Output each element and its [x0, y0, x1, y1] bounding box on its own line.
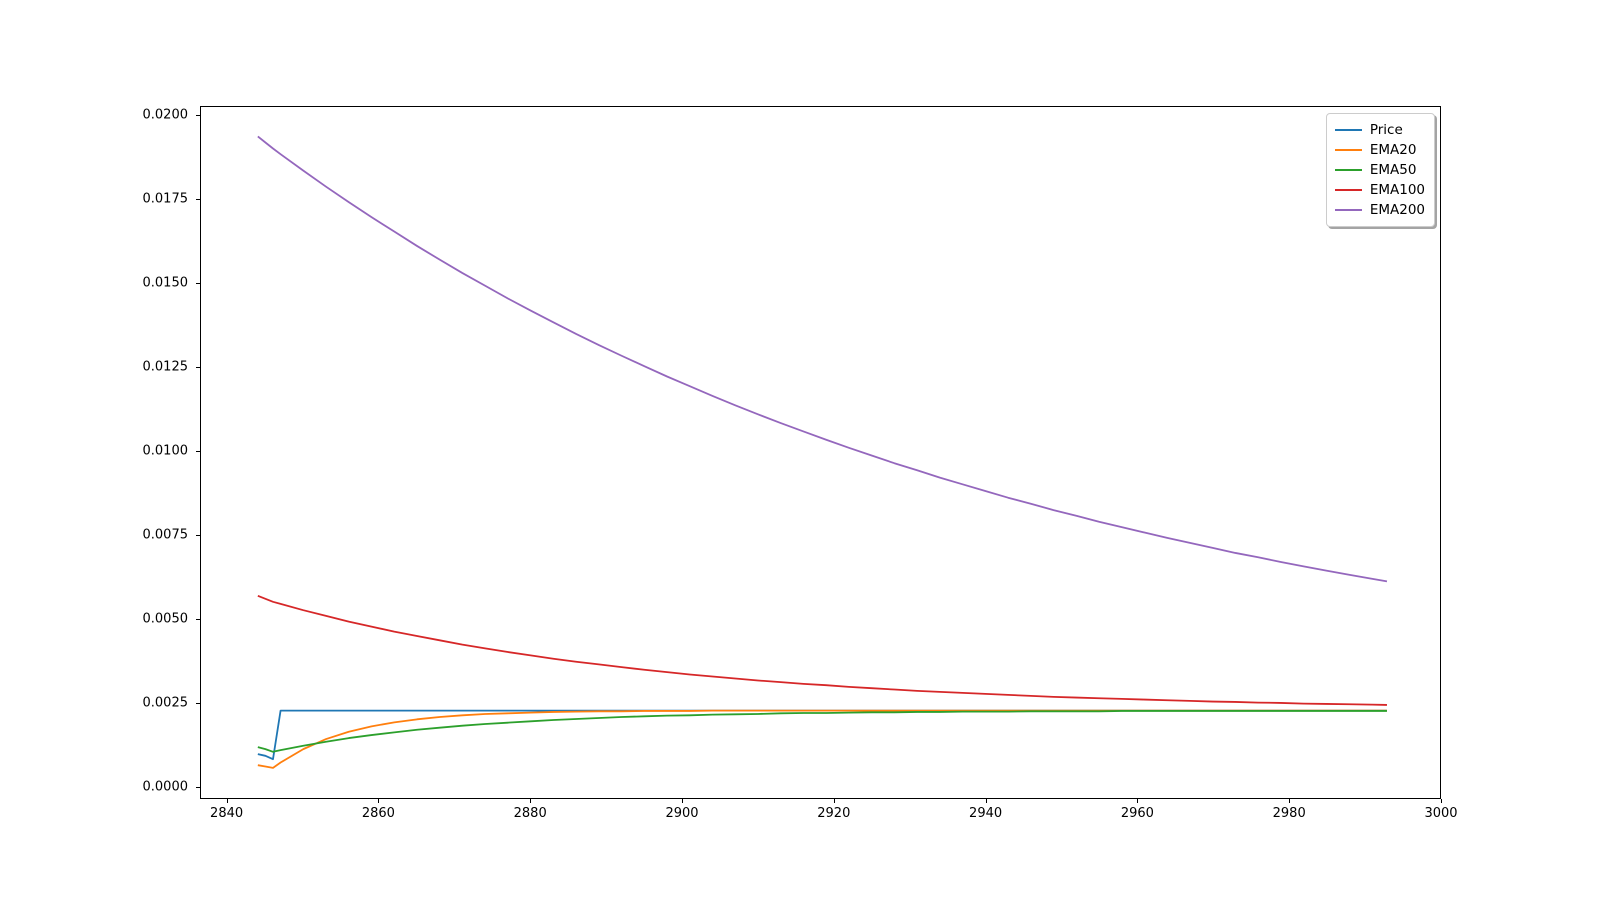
- x-tick-mark: [1289, 799, 1291, 803]
- legend-swatch-ema50: [1334, 169, 1362, 171]
- y-tick-mark: [196, 703, 200, 704]
- series-line-ema20: [257, 709, 1387, 769]
- legend-item-ema20: EMA20: [1334, 140, 1425, 160]
- y-tick-label: 0.0050: [142, 611, 189, 627]
- legend-label-price: Price: [1369, 121, 1403, 138]
- y-tick-mark: [196, 199, 200, 201]
- x-tick-label: 2980: [1272, 806, 1306, 821]
- y-tick-mark: [196, 283, 200, 285]
- x-tick-mark: [833, 799, 835, 803]
- y-tick-label: 0.0025: [142, 695, 189, 711]
- legend: Price EMA20 EMA50 EMA100 EMA200: [1325, 113, 1435, 227]
- x-tick-label: 2880: [513, 806, 547, 821]
- x-tick-label: 2840: [210, 806, 244, 821]
- series-line-ema200: [257, 135, 1388, 583]
- x-tick-mark: [1441, 799, 1442, 803]
- legend-item-ema50: EMA50: [1334, 160, 1425, 180]
- series-line-ema50: [257, 710, 1387, 753]
- x-tick-mark: [530, 799, 532, 803]
- legend-label-ema100: EMA100: [1369, 181, 1425, 198]
- y-tick-label: 0.0000: [142, 779, 189, 795]
- x-tick-label: 2860: [361, 806, 395, 821]
- y-tick-label: 0.0100: [142, 443, 189, 459]
- legend-swatch-ema200: [1334, 209, 1362, 211]
- y-tick-mark: [196, 367, 200, 369]
- legend-item-price: Price: [1334, 120, 1425, 140]
- y-tick-mark: [196, 535, 200, 537]
- x-tick-label: 2960: [1120, 806, 1154, 821]
- y-tick-label: 0.0150: [142, 275, 189, 291]
- legend-label-ema20: EMA20: [1369, 141, 1417, 158]
- y-tick-label: 0.0075: [142, 527, 189, 543]
- x-tick-mark: [985, 799, 987, 803]
- legend-swatch-ema100: [1334, 189, 1362, 191]
- x-tick-label: 2920: [817, 806, 851, 821]
- y-tick-mark: [196, 786, 200, 788]
- legend-label-ema50: EMA50: [1369, 161, 1417, 178]
- x-tick-label: 2940: [969, 806, 1003, 821]
- series-line-ema100: [257, 594, 1387, 706]
- x-tick-label: 2900: [665, 806, 699, 821]
- y-tick-label: 0.0200: [142, 107, 189, 123]
- y-tick-mark: [196, 451, 200, 453]
- x-tick-mark: [378, 799, 380, 803]
- y-tick-mark: [196, 619, 200, 620]
- legend-swatch-price: [1334, 129, 1362, 131]
- x-tick-label: 3000: [1424, 806, 1458, 821]
- y-tick-mark: [196, 115, 200, 117]
- x-tick-mark: [1137, 799, 1139, 803]
- plot-canvas: [257, 135, 1388, 769]
- legend-item-ema200: EMA200: [1334, 200, 1425, 220]
- y-tick-label: 0.0175: [142, 191, 189, 207]
- x-tick-mark: [682, 799, 683, 803]
- legend-swatch-ema20: [1334, 149, 1362, 151]
- legend-label-ema200: EMA200: [1369, 201, 1425, 218]
- y-tick-label: 0.0125: [142, 359, 189, 375]
- legend-item-ema100: EMA100: [1334, 180, 1425, 200]
- x-tick-mark: [226, 799, 228, 803]
- plot-area: Price EMA20 EMA50 EMA100 EMA200: [200, 106, 1441, 799]
